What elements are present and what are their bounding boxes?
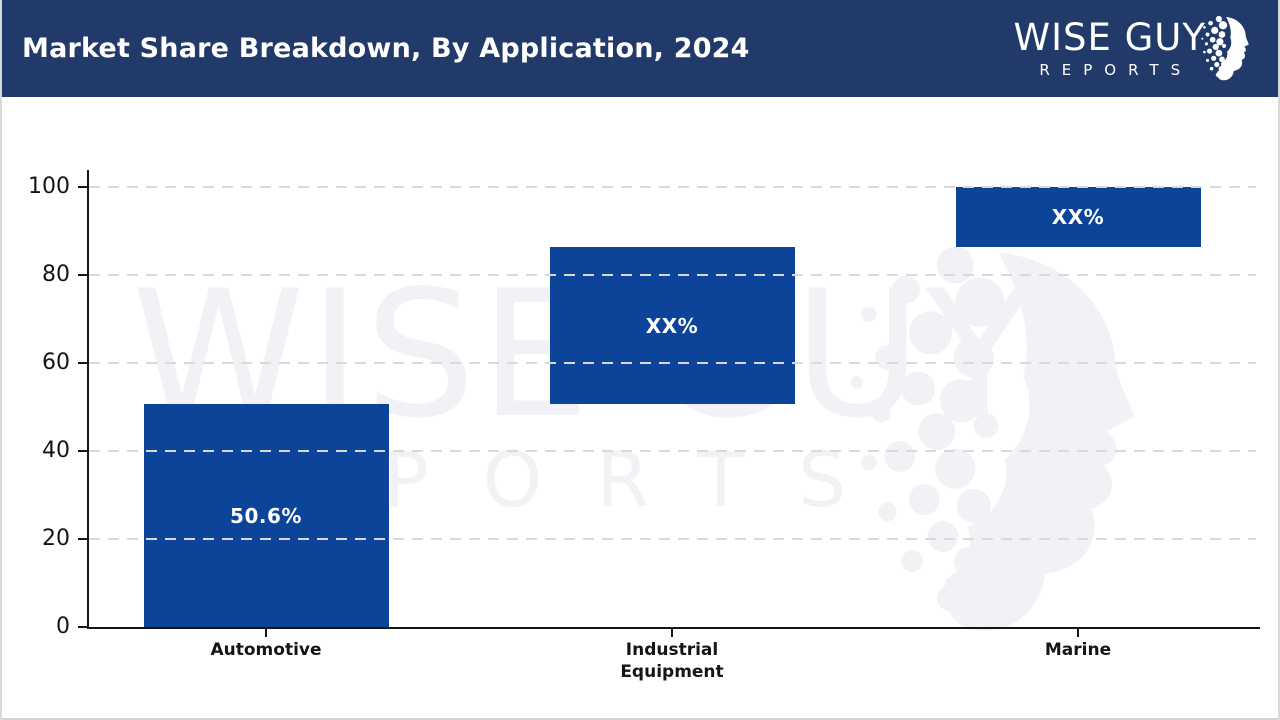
brand-subname: REPORTS	[1039, 60, 1193, 79]
x-tick-label-line: Automotive	[210, 640, 322, 660]
x-tick-label-line: Marine	[1044, 640, 1112, 660]
chart-title: Market Share Breakdown, By Application, …	[22, 33, 750, 64]
y-tickmark-20	[78, 538, 87, 540]
gridline-60	[89, 362, 1256, 364]
bar-label-automotive: 50.6%	[230, 503, 302, 528]
x-tick-label-marine: Marine	[918, 640, 1238, 662]
gridline-20	[89, 538, 1256, 540]
y-tick-label-80: 80	[42, 262, 70, 287]
x-tickmark-industrial-equipment	[671, 629, 673, 637]
gridline-80	[89, 274, 1256, 276]
header-bar: Market Share Breakdown, By Application, …	[2, 0, 1278, 97]
y-tickmark-60	[78, 362, 87, 364]
y-tickmark-100	[78, 186, 87, 188]
x-tickmark-automotive	[265, 629, 267, 637]
x-tick-label-line: Industrial	[625, 640, 719, 660]
brand-logo: WISE GUY REPORTS	[1014, 11, 1254, 87]
bar-industrial-equipment: XX%	[549, 246, 795, 405]
bar-label-industrial-equipment: XX%	[645, 313, 699, 338]
x-tick-label-line: Equipment	[620, 661, 724, 682]
plot-area	[87, 170, 1260, 629]
y-tick-label-20: 20	[42, 526, 70, 551]
bar-automotive: 50.6%	[143, 404, 389, 627]
y-tick-label-0: 0	[56, 614, 70, 639]
x-tickmark-marine	[1077, 629, 1079, 637]
y-tickmark-80	[78, 274, 87, 276]
brand-name: WISE GUY	[1013, 15, 1206, 59]
x-tick-label-industrial-equipment: Industrial Equipment	[512, 640, 832, 684]
y-tick-label-100: 100	[28, 174, 70, 199]
bar-marine: XX%	[955, 187, 1201, 247]
bar-label-marine: XX%	[1051, 204, 1105, 229]
y-tickmark-0	[78, 626, 87, 628]
logo-head-icon	[1201, 15, 1249, 80]
gridline-100	[89, 186, 1256, 188]
y-tick-label-60: 60	[42, 350, 70, 375]
y-tick-label-40: 40	[42, 438, 70, 463]
y-tickmark-40	[78, 450, 87, 452]
brand-logo-text: WISE GUY REPORTS	[1014, 19, 1206, 79]
x-tick-label-automotive: Automotive	[106, 640, 426, 662]
gridline-40	[89, 450, 1256, 452]
